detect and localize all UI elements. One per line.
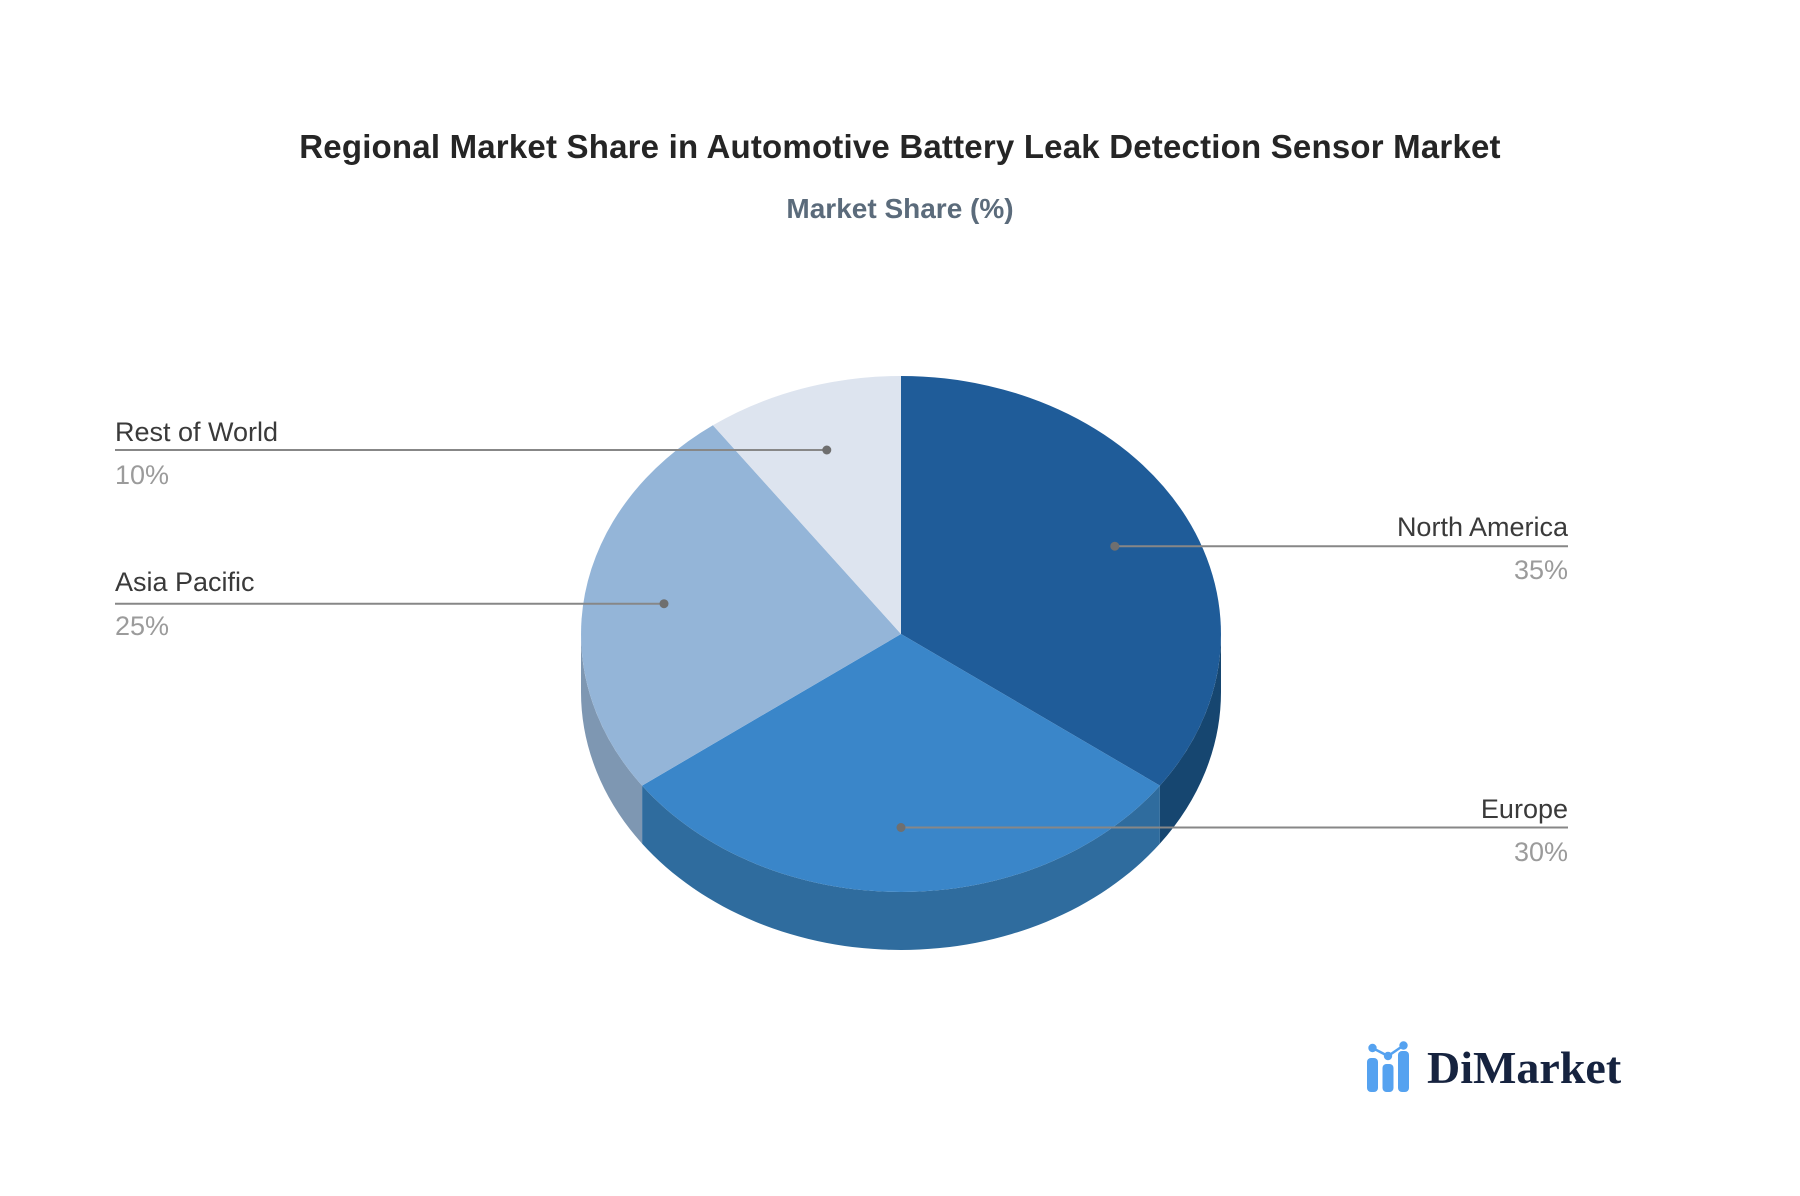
slice-value-europe: 30% [1514, 836, 1568, 868]
pie-side-europe [642, 785, 1160, 950]
brand-logo-icon [1367, 1041, 1409, 1092]
pie-side-north-america [1159, 634, 1221, 844]
leader-dot-asia-pacific [659, 599, 669, 609]
slice-value: 30% [1513, 837, 1568, 867]
slice-name: North America [1396, 512, 1568, 542]
slice-value: 35% [1513, 555, 1568, 585]
slice-value: 10% [115, 460, 170, 490]
chart-title: Regional Market Share in Automotive Batt… [299, 128, 1501, 165]
brand-logo: DiMarket [1365, 1040, 1621, 1092]
slice-value-north-america: 35% [1514, 554, 1568, 586]
leader-dot-north-america [1110, 541, 1120, 551]
leader-dot-rest-of-world [822, 445, 832, 455]
pie-slice-north-america [901, 376, 1221, 786]
pie-side-asia-pacific [581, 634, 643, 844]
slice-label-europe: Europe [1481, 793, 1568, 825]
chart-subtitle: Market Share (%) [786, 193, 1014, 224]
slice-value: 25% [115, 611, 170, 641]
slice-label-north-america: North America [1397, 511, 1568, 543]
slice-label-rest-of-world: Rest of World [115, 416, 278, 448]
leader-dot-europe [896, 823, 906, 832]
slice-name: Asia Pacific [115, 567, 255, 597]
pie-slice-asia-pacific [581, 425, 901, 786]
slice-name: Rest of World [115, 417, 279, 447]
slice-value-asia-pacific: 25% [115, 610, 169, 642]
slice-name: Europe [1480, 794, 1568, 824]
brand-name: DiMarket [1427, 1042, 1622, 1093]
slice-value-rest-of-world: 10% [115, 459, 169, 491]
slice-label-asia-pacific: Asia Pacific [115, 566, 255, 598]
pie-slice-rest-of-world [712, 376, 901, 634]
